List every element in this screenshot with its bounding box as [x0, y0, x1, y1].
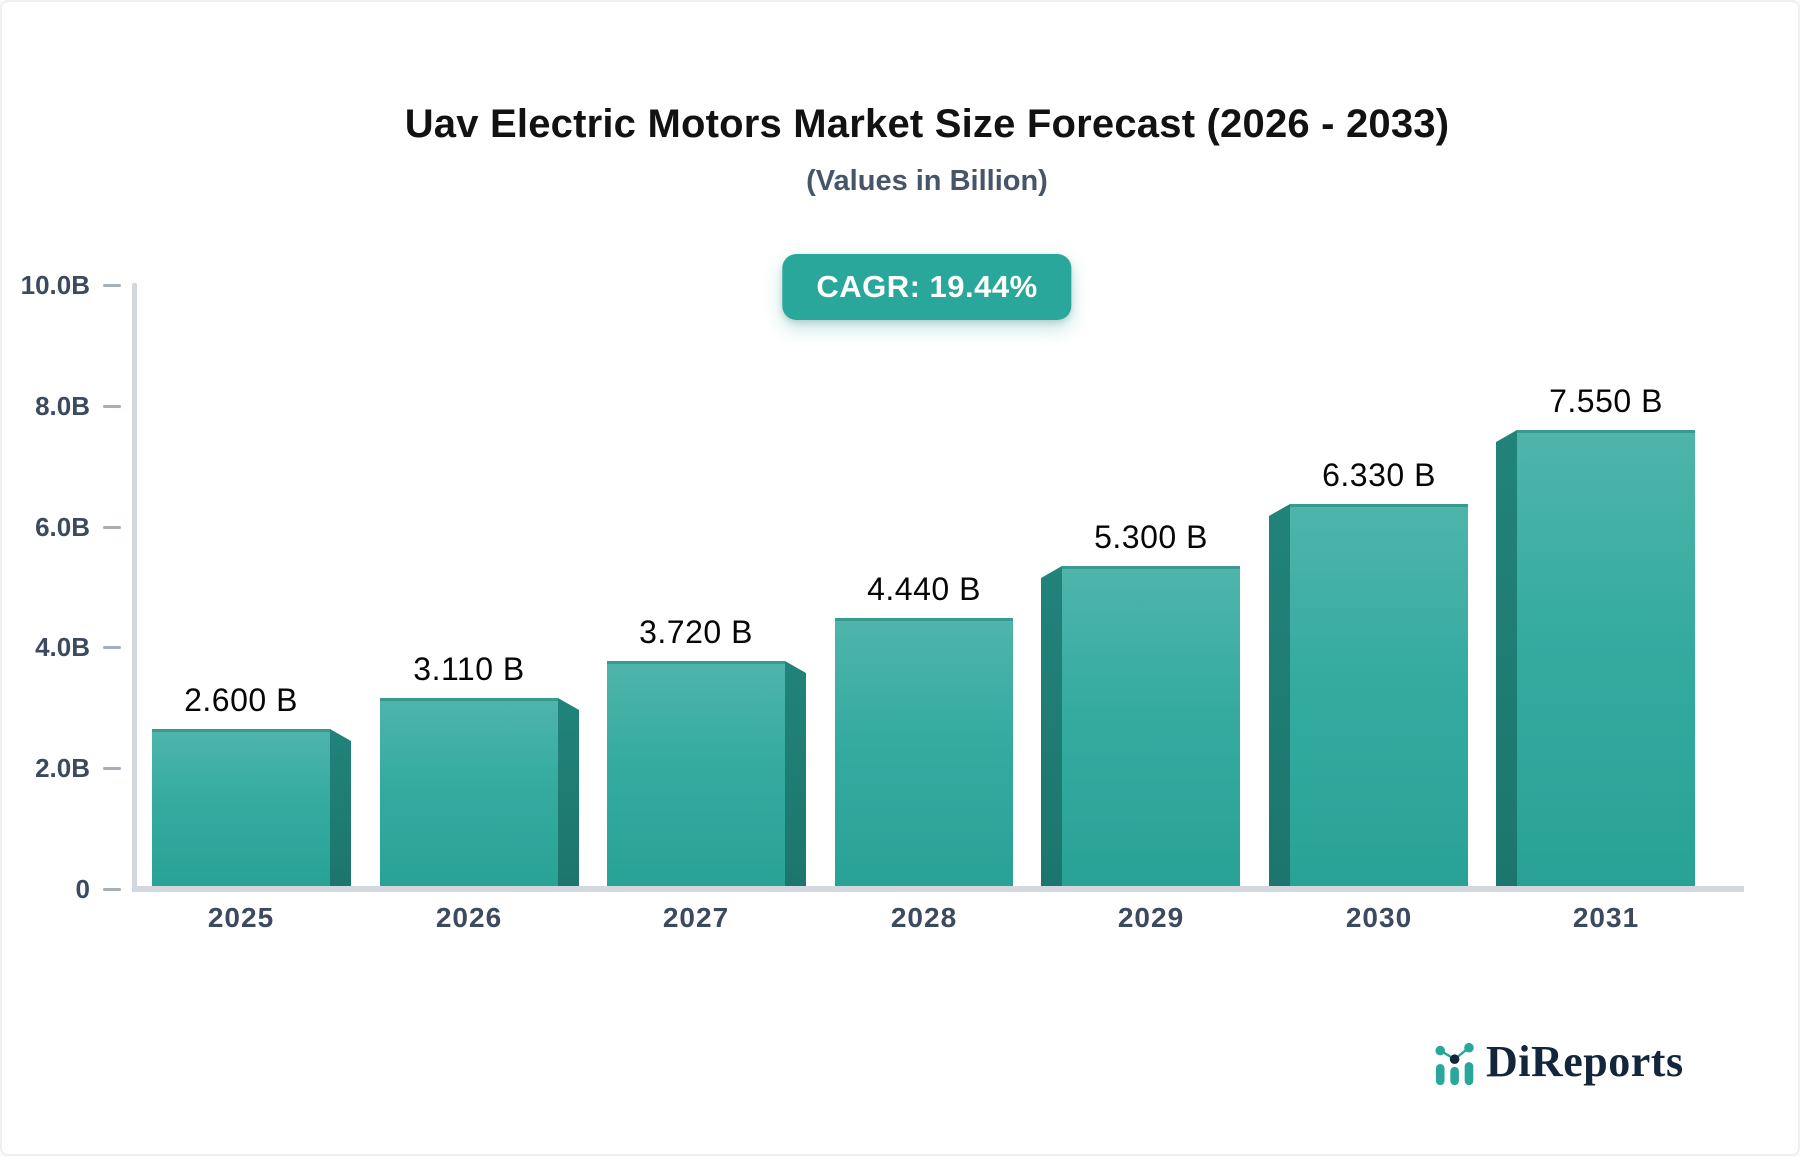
bar-value-label: 3.110 B	[413, 651, 525, 687]
bar-value-label: 7.550 B	[1549, 383, 1663, 419]
bar-value-label: 2.600 B	[184, 682, 298, 718]
bar-value-label: 6.330 B	[1322, 457, 1436, 493]
mini-bar-chart-icon	[1435, 1042, 1474, 1086]
bar-face	[380, 698, 558, 886]
bar-value-label: 3.720 B	[639, 614, 753, 650]
y-tick-label: 0	[75, 874, 90, 904]
tick-dash	[103, 767, 121, 770]
tick-dash	[103, 888, 121, 891]
bar-2028: 4.440 B 2028	[835, 571, 1013, 933]
x-axis-baseline	[132, 886, 1744, 892]
x-axis-label: 2026	[435, 902, 503, 933]
x-axis-label: 2028	[890, 902, 958, 933]
tick-dash	[103, 405, 121, 408]
bar-face	[152, 729, 330, 886]
bar-value-label: 4.440 B	[867, 571, 981, 607]
brand-name: DiReports	[1486, 1037, 1684, 1086]
tick-dash	[103, 526, 121, 529]
brand-logo: DiReports	[1434, 1038, 1684, 1094]
page-title: Uav Electric Motors Market Size Forecast…	[404, 102, 1450, 146]
y-tick-label: 6.0B	[35, 512, 90, 542]
x-axis-label: 2031	[1572, 902, 1640, 933]
bar-3d-side	[1496, 430, 1517, 886]
bar-3d-side	[785, 661, 806, 886]
bar-2031: 7.550 B 2031	[1496, 383, 1695, 933]
y-tick-label: 2.0B	[35, 753, 90, 783]
x-axis-label: 2030	[1345, 902, 1413, 933]
y-tick-label: 4.0B	[35, 632, 90, 662]
bar-2026: 3.110 B 2026	[380, 651, 579, 933]
bar-face	[1290, 504, 1468, 886]
y-axis-line	[132, 283, 137, 888]
bar-3d-side	[558, 698, 579, 886]
bar-2025: 2.600 B 2025	[152, 682, 351, 933]
tick-dash	[103, 646, 121, 649]
x-axis-label: 2027	[662, 902, 730, 933]
bar-face	[1517, 430, 1695, 886]
y-tick-label: 8.0B	[35, 391, 90, 421]
bar-value-label: 5.300 B	[1094, 519, 1208, 555]
cagr-badge: CAGR: 19.44%	[782, 254, 1072, 320]
x-axis-label: 2029	[1117, 902, 1185, 933]
bar-3d-side	[330, 729, 351, 886]
bar-2027: 3.720 B 2027	[607, 614, 806, 933]
bar-face	[607, 661, 785, 886]
tick-dash	[103, 284, 121, 287]
bar-face	[835, 618, 1013, 886]
chart-subtitle: (Values in Billion)	[806, 165, 1048, 197]
bar-2029: 5.300 B 2029	[1041, 519, 1240, 933]
y-tick-label: 10.0B	[20, 270, 90, 300]
bar-face	[1062, 566, 1240, 886]
bar-3d-side	[1269, 504, 1290, 886]
bar-3d-side	[1041, 566, 1062, 886]
bar-2030: 6.330 B 2030	[1269, 457, 1468, 933]
x-axis-label: 2025	[207, 902, 275, 933]
